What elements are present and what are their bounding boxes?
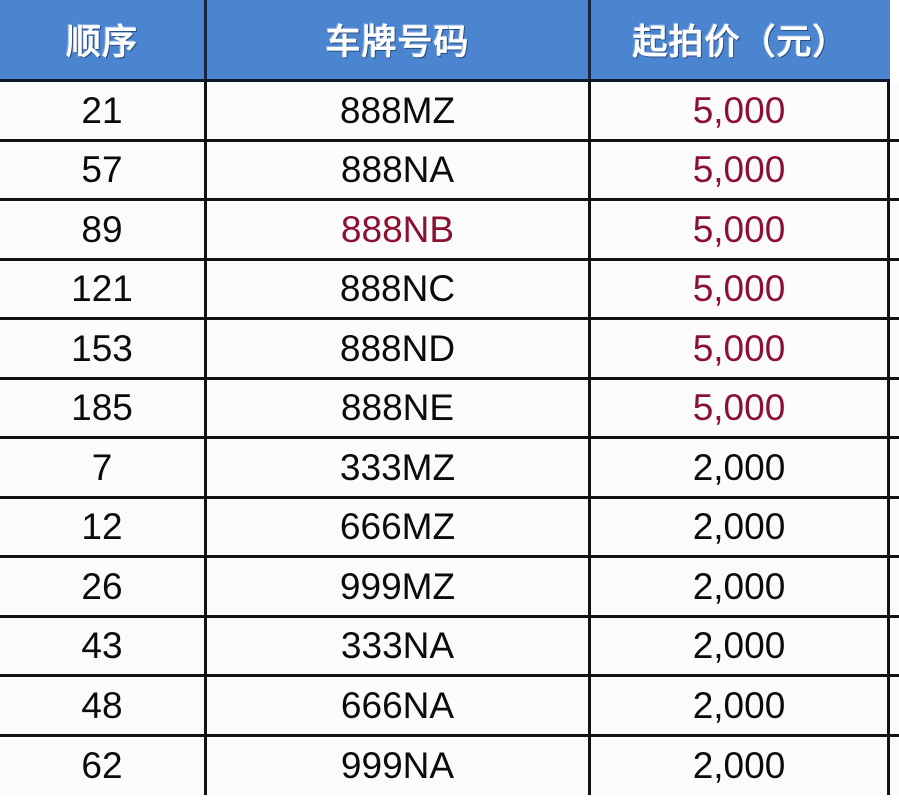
price-cell: 5,000 xyxy=(591,141,890,198)
table-body: 21 888MZ 5,000 57 888NA 5,000 89 888NB 5,000 121 8… xyxy=(0,82,899,795)
table-row: 121 888NC 5,000 xyxy=(0,260,899,320)
order-cell: 26 xyxy=(0,558,207,615)
table-row: 26 999MZ 2,000 xyxy=(0,558,899,618)
plate-cell: 888NB xyxy=(207,201,591,258)
plate-cell: 888MZ xyxy=(207,82,591,139)
order-cell: 62 xyxy=(0,736,207,795)
price-cell: 2,000 xyxy=(591,617,890,674)
order-cell: 185 xyxy=(0,379,207,436)
order-cell: 21 xyxy=(0,82,207,139)
price-cell: 5,000 xyxy=(591,379,890,436)
table-header-row: 顺序 车牌号码 起拍价（元） xyxy=(0,0,890,82)
price-cell: 5,000 xyxy=(591,201,890,258)
table-row: 7 333MZ 2,000 xyxy=(0,439,899,499)
table-row: 43 333NA 2,000 xyxy=(0,617,899,677)
price-cell: 2,000 xyxy=(591,498,890,555)
starting-price-column-header-label: 起拍价（元） xyxy=(632,23,849,63)
price-cell: 2,000 xyxy=(591,736,890,795)
plate-cell: 888NE xyxy=(207,379,591,436)
plate-number-column-header-label: 车牌号码 xyxy=(325,23,470,63)
table-row: 12 666MZ 2,000 xyxy=(0,498,899,558)
plate-cell: 999MZ xyxy=(207,558,591,615)
plate-cell: 333NA xyxy=(207,617,591,674)
starting-price-column-header: 起拍价（元） xyxy=(591,0,890,79)
order-column-header-label: 顺序 xyxy=(65,23,138,63)
table-row: 185 888NE 5,000 xyxy=(0,379,899,439)
price-cell: 5,000 xyxy=(591,320,890,377)
price-cell: 2,000 xyxy=(591,439,890,496)
plate-cell: 333MZ xyxy=(207,439,591,496)
order-cell: 153 xyxy=(0,320,207,377)
table-row: 153 888ND 5,000 xyxy=(0,320,899,380)
price-cell: 5,000 xyxy=(591,82,890,139)
order-cell: 12 xyxy=(0,498,207,555)
plate-cell: 666MZ xyxy=(207,498,591,555)
table-row: 89 888NB 5,000 xyxy=(0,201,899,261)
plate-cell: 888ND xyxy=(207,320,591,377)
table-row: 48 666NA 2,000 xyxy=(0,677,899,737)
price-cell: 2,000 xyxy=(591,677,890,734)
order-cell: 121 xyxy=(0,260,207,317)
table-row: 62 999NA 2,000 xyxy=(0,736,899,795)
plate-cell: 999NA xyxy=(207,736,591,795)
order-cell: 48 xyxy=(0,677,207,734)
table-row: 21 888MZ 5,000 xyxy=(0,82,899,142)
order-cell: 89 xyxy=(0,201,207,258)
plate-number-column-header: 车牌号码 xyxy=(207,0,591,79)
order-cell: 57 xyxy=(0,141,207,198)
plate-cell: 888NA xyxy=(207,141,591,198)
price-cell: 2,000 xyxy=(591,558,890,615)
plate-cell: 888NC xyxy=(207,260,591,317)
order-cell: 43 xyxy=(0,617,207,674)
order-column-header: 顺序 xyxy=(0,0,207,79)
plate-cell: 666NA xyxy=(207,677,591,734)
order-cell: 7 xyxy=(0,439,207,496)
table-row: 57 888NA 5,000 xyxy=(0,141,899,201)
price-cell: 5,000 xyxy=(591,260,890,317)
